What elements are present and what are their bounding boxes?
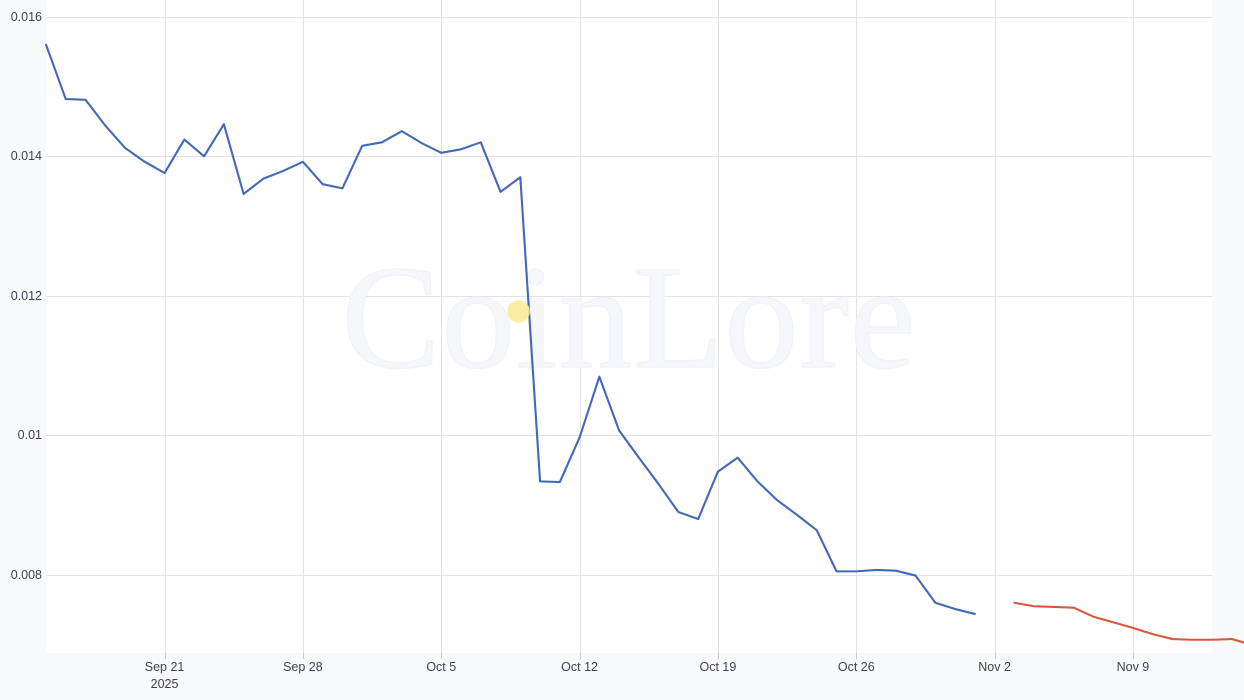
gridline-vertical (717, 0, 719, 653)
x-tick-mark (302, 653, 304, 659)
gridline-horizontal (46, 435, 1212, 437)
gridline-vertical (579, 0, 581, 653)
y-axis: 0.016 0.014 0.012 0.01 0.008 (0, 0, 42, 653)
gridline-horizontal (46, 295, 1212, 297)
series-line-price-history (44, 43, 976, 615)
x-tick-mark (994, 653, 996, 659)
x-tick-label: Oct 26 (837, 660, 875, 674)
series-line-price-forecast (1013, 601, 1244, 644)
gridline-vertical (1132, 0, 1134, 653)
gridline-horizontal (46, 156, 1212, 158)
x-tick-label: Sep 28 (283, 660, 323, 674)
y-tick-label: 0.014 (10, 149, 42, 164)
y-tick-label: 0.012 (10, 288, 42, 303)
x-tick-label: Sep 21 (144, 660, 185, 674)
series-layer (44, 43, 1244, 644)
x-tick-mark (856, 653, 858, 659)
x-tick-label: Oct 5 (426, 660, 457, 674)
gridline-vertical (302, 0, 304, 653)
gridline-horizontal (46, 16, 1212, 18)
x-tick-label: Oct 12 (561, 660, 598, 674)
gridline-vertical (441, 0, 443, 653)
x-tick-label: Nov 2 (978, 660, 1011, 674)
gridline-vertical (994, 0, 996, 653)
x-tick-mark (164, 653, 166, 659)
x-tick-mark (579, 653, 581, 659)
gridline-vertical (164, 0, 166, 653)
x-tick-label: Oct 19 (699, 660, 737, 674)
gridline-horizontal (46, 574, 1212, 576)
plot-area: CoinLore (44, 0, 1244, 653)
x-tick-mark (1132, 653, 1134, 659)
x-axis-year-label: 2025 (150, 677, 179, 691)
gridline-vertical (856, 0, 858, 653)
x-tick-label: Nov 9 (1116, 660, 1150, 674)
x-tick-mark (441, 653, 443, 659)
y-tick-label: 0.016 (10, 9, 42, 24)
y-tick-label: 0.01 (17, 428, 42, 443)
y-tick-label: 0.008 (10, 567, 42, 582)
x-axis: Sep 21 2025 Sep 28 Oct 5 Oct 12 Oct 19 Oct 26 N… (46, 653, 1212, 700)
x-tick-mark (717, 653, 719, 659)
